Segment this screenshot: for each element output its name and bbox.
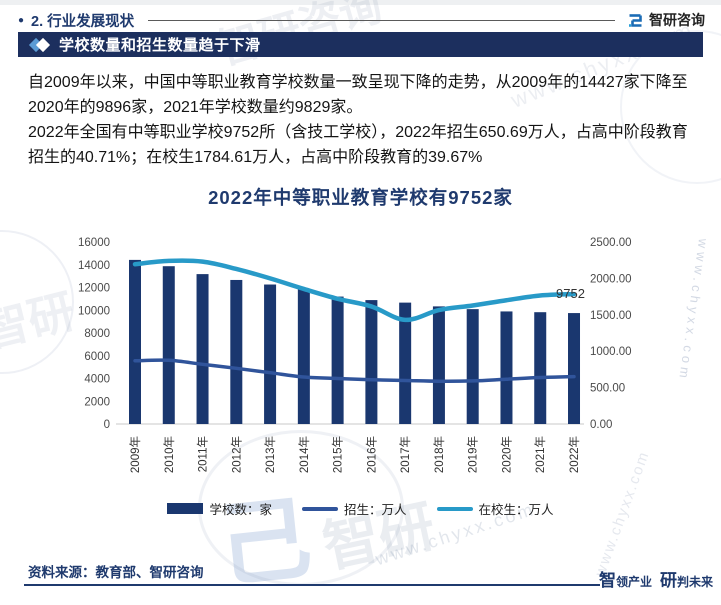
- legend-swatch-students-line: [436, 506, 473, 511]
- brand-name: 智研咨询: [649, 12, 705, 28]
- legend-label-enrollment: 招生：万人: [343, 503, 407, 517]
- summary-paragraph-1: 自2009年以来，中国中等职业教育学校数量一致呈现下降的走势，从2009年的14…: [28, 74, 688, 116]
- x-axis-label: 2012年: [229, 436, 243, 473]
- section-title: 2. 行业发展现状: [31, 13, 135, 30]
- bar: [568, 313, 581, 424]
- slogan-part: 领产业: [615, 575, 652, 589]
- left-axis-tick: 0: [104, 419, 110, 431]
- x-axis-label: 2022年: [567, 436, 581, 473]
- bar: [264, 284, 277, 424]
- right-axis-tick: 2500.00: [590, 237, 632, 249]
- x-axis-label: 2019年: [466, 436, 480, 473]
- slogan-part: 判未来: [676, 575, 713, 589]
- header-divider: [148, 19, 615, 21]
- slogan-part: 研: [659, 571, 677, 590]
- x-axis-label: 2018年: [432, 436, 446, 473]
- bar: [500, 311, 513, 424]
- legend-item-schools: 学校数：家: [167, 499, 272, 518]
- bar: [297, 288, 310, 424]
- x-axis-label: 2016年: [364, 436, 378, 473]
- x-axis-label: 2011年: [196, 436, 210, 472]
- right-axis-tick: 1500.00: [590, 310, 632, 322]
- left-axis-tick: 4000: [84, 374, 110, 386]
- right-axis-tick: 500.00: [590, 383, 625, 395]
- left-axis-tick: 2000: [84, 396, 110, 408]
- topic-banner: 学校数量和招生数量趋于下滑: [18, 32, 703, 57]
- diamond-bullet-icon: [28, 32, 55, 57]
- zhiyan-logo-icon: [629, 13, 642, 27]
- chart-title: 2022年中等职业教育学校有9752家: [208, 187, 513, 208]
- chart-legend: 学校数：家 招生：万人 在校生：万人: [0, 499, 721, 518]
- right-axis-tick: 2000.00: [590, 273, 632, 285]
- footer-divider: [24, 584, 600, 586]
- left-axis-tick: 12000: [78, 283, 110, 295]
- enrollment-line: [133, 358, 576, 383]
- x-axis-label: 2013年: [263, 436, 277, 473]
- left-axis-tick: 10000: [78, 305, 110, 317]
- summary-paragraph-2: 2022年全国有中等职业学校9752所（含技工学校），2022年招生650.69…: [28, 124, 688, 166]
- x-axis-label: 2009年: [128, 436, 142, 473]
- legend-label-schools: 学校数：家: [209, 503, 272, 517]
- legend-item-enrollment: 招生：万人: [301, 499, 407, 518]
- page-header: ● 2. 行业发展现状 智研咨询: [18, 9, 705, 31]
- bar: [399, 302, 412, 424]
- bar-series-schools: [129, 259, 581, 424]
- bar: [230, 279, 243, 424]
- bar: [534, 312, 547, 424]
- left-axis-tick: 16000: [78, 237, 110, 249]
- left-axis-tick: 8000: [84, 328, 110, 340]
- data-source: 资料来源：教育部、智研咨询: [28, 565, 204, 580]
- x-axis-label: 2010年: [162, 436, 176, 473]
- right-axis-tick: 1000.00: [590, 346, 632, 358]
- left-axis-tick: 14000: [78, 260, 110, 272]
- brand-lockup: 智研咨询: [627, 10, 705, 30]
- bar: [162, 266, 175, 424]
- legend-swatch-enrollment-line: [301, 506, 338, 511]
- watermark-brand-bottom: 智研: [317, 493, 441, 579]
- bar: [129, 259, 141, 424]
- banner-title: 学校数量和招生数量趋于下滑: [59, 37, 261, 54]
- bar: [432, 306, 445, 424]
- legend-swatch-bar: [167, 503, 204, 514]
- page-top-edge: [0, 0, 721, 5]
- x-axis-label: 2015年: [331, 436, 345, 473]
- bar: [365, 300, 378, 424]
- bar: [331, 296, 344, 424]
- footer-slogan: 智领产业 研判未来: [599, 566, 713, 591]
- right-axis-tick: 0.00: [590, 419, 612, 431]
- x-axis-label: 2021年: [533, 436, 547, 473]
- summary-text: 自2009年以来，中国中等职业教育学校数量一致呈现下降的走势，从2009年的14…: [28, 70, 700, 170]
- x-axis-label: 2014年: [297, 436, 311, 473]
- slogan-part: 智: [598, 571, 616, 590]
- legend-item-students: 在校生：万人: [436, 499, 554, 518]
- legend-label-students: 在校生：万人: [478, 503, 554, 517]
- chart-canvas: 0 2000 4000 6000 8000 10000 12000 14000 16000 0.0…: [78, 237, 632, 473]
- x-axis-label: 2017年: [398, 436, 412, 473]
- bar: [466, 309, 479, 424]
- students-line: [132, 258, 577, 323]
- bar: [196, 274, 209, 424]
- bar-value-annotation: 9752: [556, 286, 585, 301]
- section-bullet-icon: ●: [18, 14, 25, 26]
- x-axis-label: 2020年: [499, 436, 513, 473]
- left-axis-tick: 6000: [84, 351, 110, 363]
